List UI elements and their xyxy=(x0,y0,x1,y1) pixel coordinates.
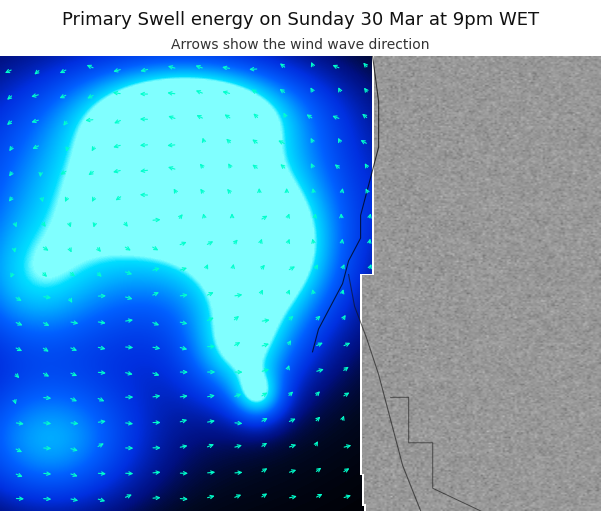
Text: Arrows show the wind wave direction: Arrows show the wind wave direction xyxy=(171,38,430,52)
Text: Primary Swell energy on Sunday 30 Mar at 9pm WET: Primary Swell energy on Sunday 30 Mar at… xyxy=(62,11,539,29)
